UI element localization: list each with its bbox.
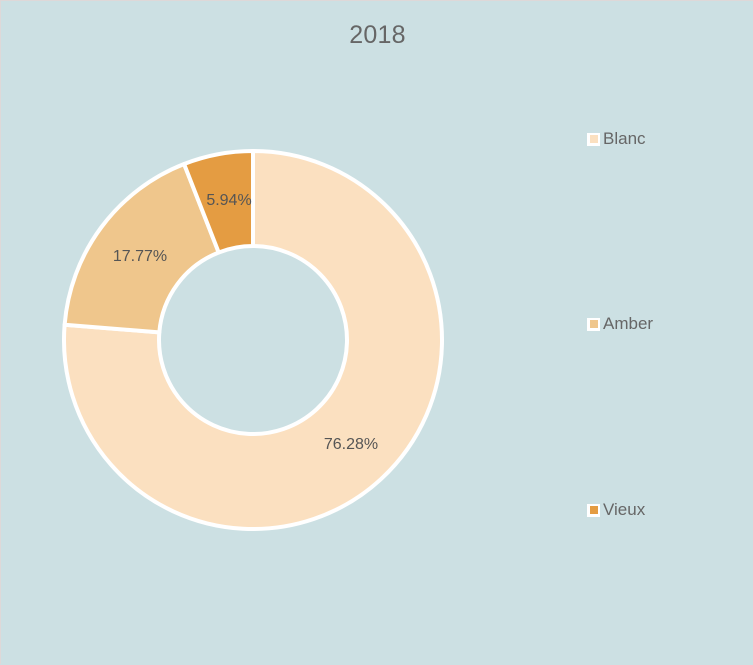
legend-item-amber[interactable]: Amber xyxy=(587,315,653,333)
legend-swatch-box xyxy=(587,317,600,331)
legend-swatch-box xyxy=(587,503,600,517)
legend-color-swatch-icon xyxy=(589,506,598,514)
legend-color-swatch-icon xyxy=(589,135,598,143)
donut-slice[interactable] xyxy=(62,162,221,335)
donut-slice-group xyxy=(62,149,444,531)
slice-value-label: 76.28% xyxy=(324,436,378,453)
donut-slice[interactable] xyxy=(182,149,255,255)
legend-item-label: Amber xyxy=(603,314,654,333)
chart-legend: Blanc Amber Vieux xyxy=(587,1,737,665)
legend-item-label: Blanc xyxy=(603,129,646,148)
chart-title: 2018 xyxy=(349,21,406,49)
donut-slice[interactable] xyxy=(62,149,444,531)
legend-item-vieux[interactable]: Vieux xyxy=(587,501,645,519)
slice-value-label: 5.94% xyxy=(206,192,251,209)
legend-color-swatch-icon xyxy=(589,320,598,328)
legend-item-blanc[interactable]: Blanc xyxy=(587,130,646,148)
slice-value-label: 17.77% xyxy=(113,248,167,265)
legend-item-label: Vieux xyxy=(603,500,646,519)
donut-label-group: 76.28% 17.77% 5.94% xyxy=(113,192,378,453)
legend-swatch-box xyxy=(587,132,600,146)
